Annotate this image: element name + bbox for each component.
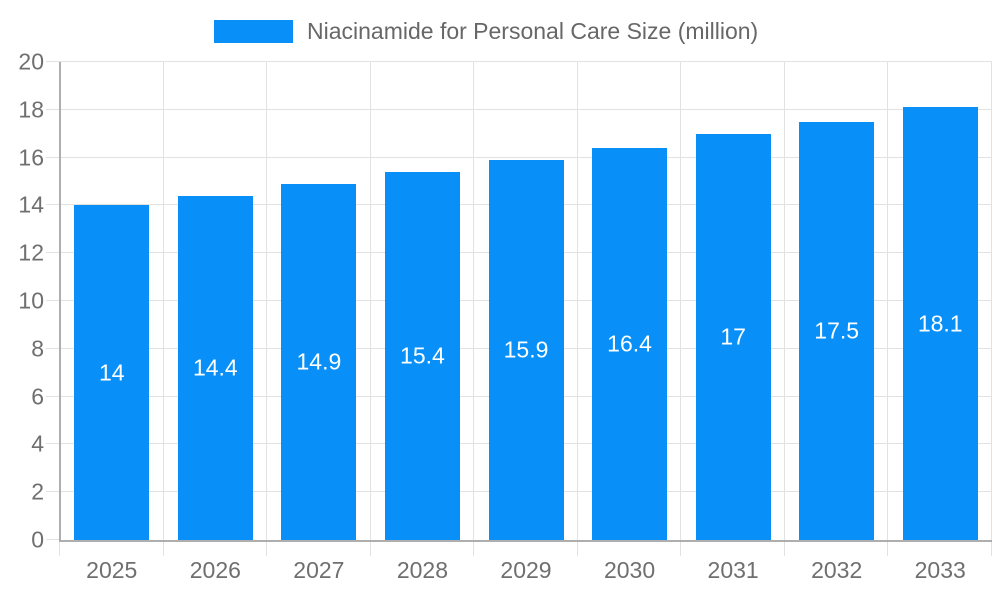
bar-value-label: 14 (98, 359, 125, 386)
y-axis-tick (46, 252, 60, 254)
bar[interactable] (799, 121, 875, 540)
x-axis-tick-label: 2029 (500, 557, 552, 583)
bar[interactable] (177, 195, 253, 540)
chart-legend[interactable]: Niacinamide for Personal Care Size (mill… (214, 19, 758, 43)
x-axis-tick-label: 2032 (811, 557, 863, 583)
y-axis-tick-label: 12 (18, 239, 44, 266)
y-axis-tick-label: 14 (18, 191, 44, 218)
vertical-gridline (680, 62, 682, 540)
bar[interactable] (74, 205, 150, 540)
x-axis-tick (680, 542, 682, 556)
bar-value-label: 14.4 (192, 354, 238, 381)
y-axis-tick (46, 539, 60, 540)
legend-swatch-icon (214, 19, 293, 43)
vertical-gridline (162, 62, 164, 540)
x-axis-tick (473, 542, 475, 556)
vertical-gridline (473, 62, 475, 540)
x-axis-tick-label: 2033 (914, 557, 966, 583)
x-axis-tick-label: 2026 (189, 557, 241, 583)
bar-value-label: 17.5 (814, 317, 860, 344)
x-axis-tick (369, 542, 371, 556)
y-axis-tick (46, 156, 60, 158)
bar[interactable] (488, 159, 564, 540)
x-axis-tick-label: 2025 (86, 557, 138, 583)
x-axis-tick-label: 2031 (707, 557, 759, 583)
x-axis-tick (576, 542, 578, 556)
bar-value-label: 17 (720, 323, 746, 350)
legend-label: Niacinamide for Personal Care Size (mill… (307, 18, 759, 44)
bar[interactable] (592, 148, 668, 540)
y-axis-tick (46, 395, 60, 397)
y-axis-line (59, 62, 61, 542)
x-axis-tick-label: 2028 (396, 557, 449, 583)
vertical-gridline (266, 62, 268, 540)
y-axis-tick (46, 204, 60, 206)
vertical-gridline (369, 62, 371, 540)
y-axis-tick-label: 10 (18, 287, 44, 314)
bar-value-label: 14.9 (296, 348, 342, 375)
x-axis-tick (783, 542, 785, 556)
y-axis-tick-label: 16 (18, 144, 44, 171)
bar-value-label: 16.4 (607, 330, 652, 357)
x-axis-tick-label: 2030 (603, 557, 656, 583)
y-axis-tick-label: 18 (18, 96, 44, 123)
vertical-gridline (783, 62, 785, 540)
y-axis-tick (46, 491, 60, 493)
y-axis-tick (46, 347, 60, 349)
horizontal-gridline (60, 108, 992, 110)
y-axis-tick (46, 443, 60, 445)
bar-value-label: 18.1 (917, 310, 963, 337)
vertical-gridline (887, 62, 889, 540)
x-axis-tick (266, 542, 268, 556)
x-axis-tick (59, 542, 60, 556)
y-axis-tick-label: 20 (18, 48, 44, 75)
y-axis-tick-label: 4 (31, 430, 44, 457)
bar-value-label: 15.9 (503, 336, 549, 363)
x-axis-tick-label: 2027 (293, 557, 345, 583)
y-axis-tick (46, 61, 60, 62)
bar[interactable] (902, 107, 978, 540)
y-axis-tick-label: 2 (31, 478, 44, 505)
horizontal-gridline (60, 156, 992, 158)
x-axis-line (60, 540, 992, 542)
x-axis-tick (991, 542, 992, 556)
bar[interactable] (281, 183, 357, 540)
bar[interactable] (384, 171, 460, 540)
bar[interactable] (695, 133, 771, 540)
y-axis-tick-label: 8 (31, 335, 44, 362)
vertical-gridline (991, 62, 992, 540)
y-axis-tick-label: 6 (31, 383, 44, 410)
x-axis-tick (162, 542, 164, 556)
y-axis-tick (46, 108, 60, 110)
vertical-gridline (576, 62, 578, 540)
y-axis-tick (46, 300, 60, 301)
bar-value-label: 15.4 (400, 342, 445, 369)
y-axis-tick-label: 0 (31, 526, 44, 553)
horizontal-gridline (60, 61, 992, 62)
x-axis-tick (887, 542, 889, 556)
